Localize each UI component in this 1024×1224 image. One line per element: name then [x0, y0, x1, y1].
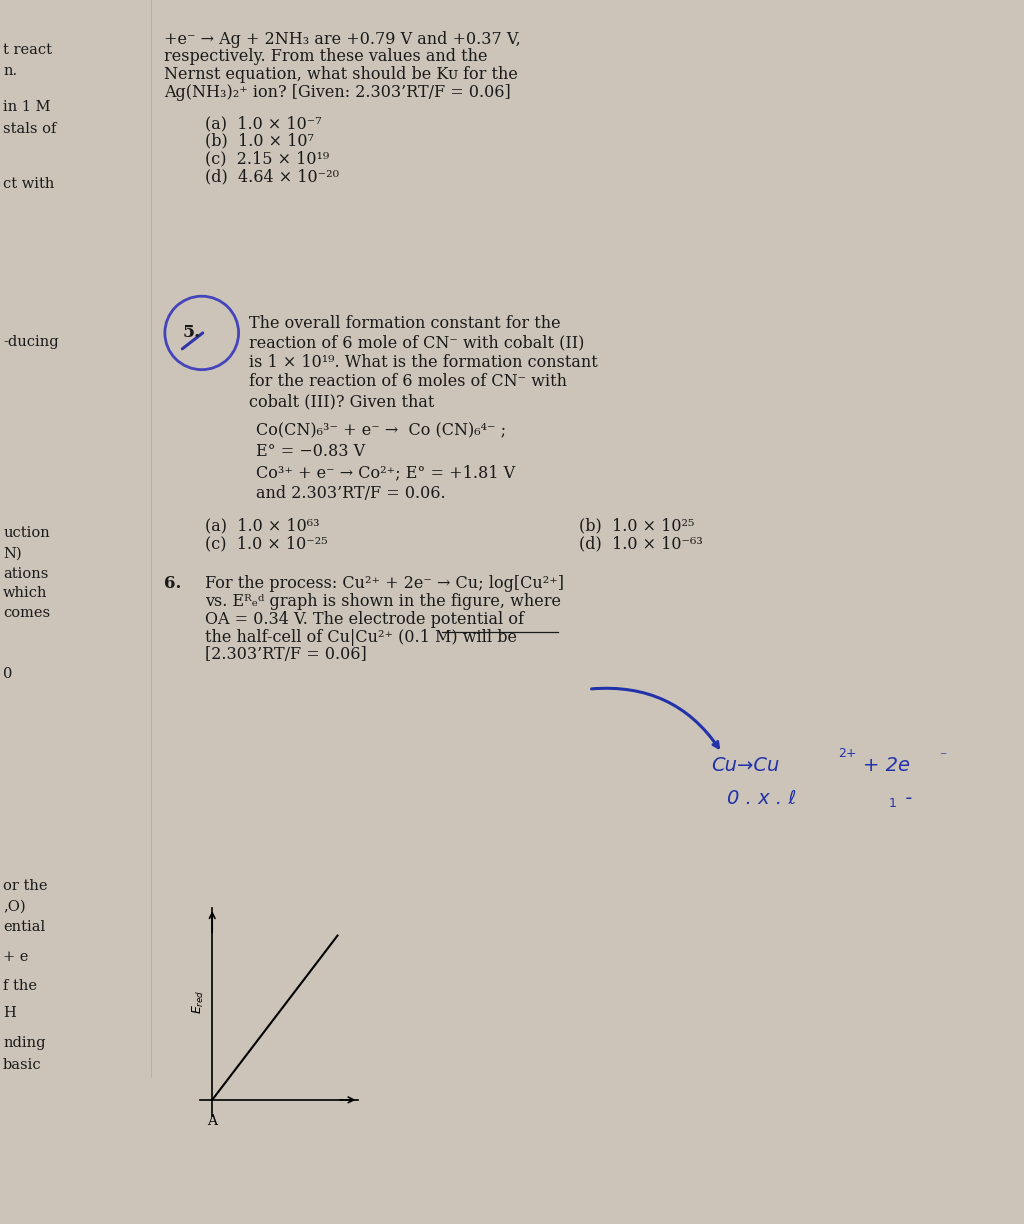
Text: +e⁻ → Ag + 2NH₃ are +0.79 V and +0.37 V,: +e⁻ → Ag + 2NH₃ are +0.79 V and +0.37 V, — [164, 31, 520, 48]
Text: 1: 1 — [889, 797, 897, 810]
Text: + e: + e — [3, 950, 29, 963]
Text: H: H — [3, 1006, 15, 1020]
Text: uction: uction — [3, 526, 50, 540]
Text: 0: 0 — [3, 667, 12, 681]
Text: + 2e: + 2e — [863, 756, 910, 776]
Text: ,O): ,O) — [3, 900, 26, 913]
Text: -: - — [899, 789, 912, 809]
Text: (a)  1.0 × 10⁶³: (a) 1.0 × 10⁶³ — [205, 518, 319, 535]
Text: (b)  1.0 × 10⁷: (b) 1.0 × 10⁷ — [205, 132, 313, 149]
Text: (a)  1.0 × 10⁻⁷: (a) 1.0 × 10⁻⁷ — [205, 115, 322, 132]
Text: Cu→Cu: Cu→Cu — [712, 756, 780, 776]
Text: (d)  4.64 × 10⁻²⁰: (d) 4.64 × 10⁻²⁰ — [205, 168, 339, 185]
Text: (d)  1.0 × 10⁻⁶³: (d) 1.0 × 10⁻⁶³ — [579, 536, 702, 552]
Text: OA = 0.34 V. The electrode potential of: OA = 0.34 V. The electrode potential of — [205, 611, 524, 628]
Text: the half-cell of Cu|Cu²⁺ (0.1 M) will be: the half-cell of Cu|Cu²⁺ (0.1 M) will be — [205, 629, 517, 645]
Text: n.: n. — [3, 64, 17, 77]
Text: 2+: 2+ — [838, 747, 856, 760]
Text: (c)  1.0 × 10⁻²⁵: (c) 1.0 × 10⁻²⁵ — [205, 536, 328, 552]
Text: stals of: stals of — [3, 122, 56, 136]
Text: Co³⁺ + e⁻ → Co²⁺; E° = +1.81 V: Co³⁺ + e⁻ → Co²⁺; E° = +1.81 V — [256, 464, 515, 481]
Text: comes: comes — [3, 606, 50, 619]
Text: N): N) — [3, 547, 22, 561]
Text: Ag(NH₃)₂⁺ ion? [Given: 2.303’RT/F = 0.06]: Ag(NH₃)₂⁺ ion? [Given: 2.303’RT/F = 0.06… — [164, 83, 511, 100]
Text: in 1 M: in 1 M — [3, 100, 50, 114]
Text: ential: ential — [3, 920, 45, 934]
Text: Nernst equation, what should be Kᴜ for the: Nernst equation, what should be Kᴜ for t… — [164, 66, 518, 83]
Text: cobalt (III)? Given that: cobalt (III)? Given that — [249, 393, 434, 410]
Text: (c)  2.15 × 10¹⁹: (c) 2.15 × 10¹⁹ — [205, 151, 329, 168]
Text: Co(CN)₆³⁻ + e⁻ →  Co (CN)₆⁴⁻ ;: Co(CN)₆³⁻ + e⁻ → Co (CN)₆⁴⁻ ; — [256, 422, 506, 439]
Text: ct with: ct with — [3, 177, 54, 191]
Text: 0 . x . ℓ: 0 . x . ℓ — [727, 789, 797, 809]
Text: E° = −0.83 V: E° = −0.83 V — [256, 443, 366, 460]
Text: respectively. From these values and the: respectively. From these values and the — [164, 48, 487, 65]
Text: ations: ations — [3, 567, 48, 580]
Text: basic: basic — [3, 1058, 42, 1071]
Text: f the: f the — [3, 979, 37, 993]
Text: or the: or the — [3, 879, 47, 892]
Text: For the process: Cu²⁺ + 2e⁻ → Cu; log[Cu²⁺]: For the process: Cu²⁺ + 2e⁻ → Cu; log[Cu… — [205, 575, 564, 592]
Text: (b)  1.0 × 10²⁵: (b) 1.0 × 10²⁵ — [579, 518, 694, 535]
Text: for the reaction of 6 moles of CN⁻ with: for the reaction of 6 moles of CN⁻ with — [249, 373, 567, 390]
Text: reaction of 6 mole of CN⁻ with cobalt (II): reaction of 6 mole of CN⁻ with cobalt (I… — [249, 334, 585, 351]
Text: [2.303’RT/F = 0.06]: [2.303’RT/F = 0.06] — [205, 646, 367, 663]
Text: is 1 × 10¹⁹. What is the formation constant: is 1 × 10¹⁹. What is the formation const… — [249, 354, 598, 371]
Text: ⁻: ⁻ — [939, 750, 946, 764]
Text: A: A — [207, 1114, 217, 1127]
Text: and 2.303’RT/F = 0.06.: and 2.303’RT/F = 0.06. — [256, 485, 445, 502]
Text: t react: t react — [3, 43, 52, 56]
Text: 6.: 6. — [164, 575, 181, 592]
Text: vs. Eᴿₑᵈ graph is shown in the figure, where: vs. Eᴿₑᵈ graph is shown in the figure, w… — [205, 592, 561, 610]
Text: 5.: 5. — [182, 324, 201, 341]
Text: nding: nding — [3, 1036, 46, 1049]
Text: The overall formation constant for the: The overall formation constant for the — [249, 315, 560, 332]
Text: $E_{red}$: $E_{red}$ — [190, 989, 206, 1013]
Text: which: which — [3, 586, 47, 600]
Text: -ducing: -ducing — [3, 335, 58, 349]
